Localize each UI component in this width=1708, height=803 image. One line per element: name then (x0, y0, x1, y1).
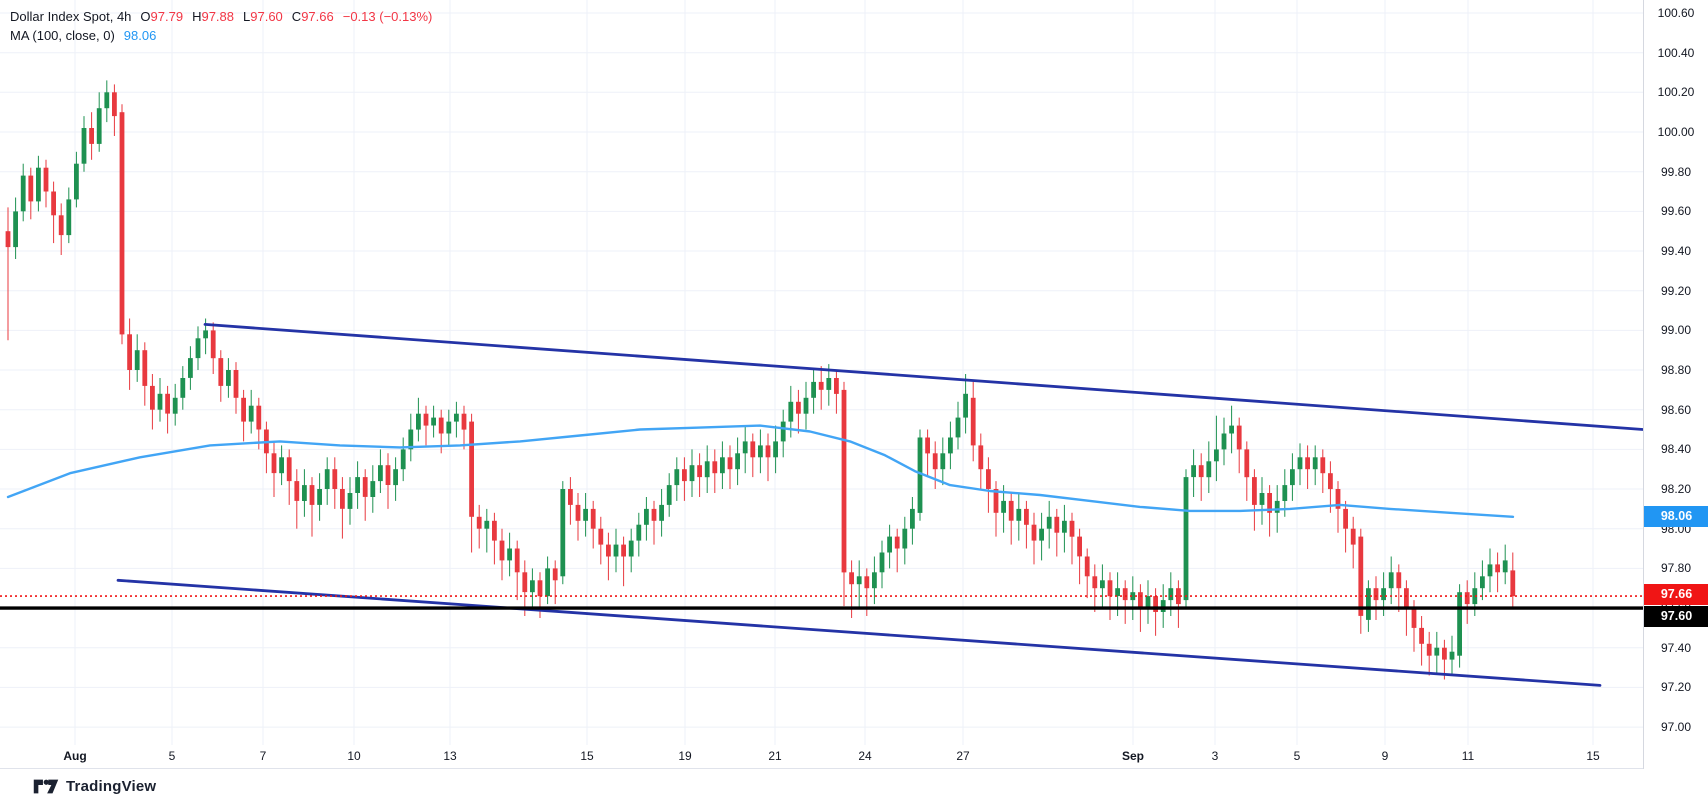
ma-indicator-value: 98.06 (123, 28, 157, 43)
time-tick: 10 (347, 749, 361, 763)
time-tick: 3 (1211, 749, 1219, 763)
time-tick: 15 (1586, 749, 1600, 763)
price-tick: 99.20 (1660, 283, 1692, 298)
price-tick: 97.40 (1660, 640, 1692, 655)
close-number: 97.66 (301, 9, 334, 24)
level-price-badge: 97.60 (1644, 605, 1708, 627)
low-value: L97.60 (243, 7, 283, 26)
price-tick: 99.40 (1660, 244, 1692, 259)
high-number: 97.88 (201, 9, 235, 24)
tradingview-logo[interactable]: TradingView (33, 777, 156, 796)
legend-row-ma: MA (100, close, 0) 98.06 (10, 26, 432, 45)
last-price-badge: 97.66 (1644, 583, 1708, 605)
price-tick: 99.80 (1660, 164, 1692, 179)
time-tick: 21 (768, 749, 782, 763)
price-tick: 98.60 (1660, 402, 1692, 417)
candlestick-chart (0, 0, 1643, 745)
price-tick: 98.20 (1660, 482, 1692, 497)
time-tick: 27 (956, 749, 970, 763)
time-tick: 5 (168, 749, 176, 763)
time-tick: 9 (1381, 749, 1389, 763)
footer-bar: TradingView (0, 769, 1708, 803)
time-tick: 5 (1293, 749, 1301, 763)
price-tick: 99.60 (1660, 204, 1692, 219)
time-axis[interactable]: Aug 5 7 10 13 15 19 21 24 27 Sep 3 5 9 11 15 (0, 745, 1643, 769)
close-label: C (291, 9, 302, 24)
price-tick: 97.00 (1660, 720, 1692, 735)
price-tick: 97.20 (1660, 680, 1692, 695)
legend-row-symbol: Dollar Index Spot, 4h O97.79 H97.88 L97.… (10, 7, 432, 26)
price-tick: 97.80 (1660, 561, 1692, 576)
low-label: L (243, 9, 251, 24)
symbol-title[interactable]: Dollar Index Spot, 4h (10, 9, 132, 24)
price-tick: 99.00 (1660, 323, 1692, 338)
time-tick: 19 (678, 749, 692, 763)
time-tick: 15 (580, 749, 594, 763)
time-tick: Aug (63, 749, 87, 763)
price-tick: 100.00 (1657, 125, 1695, 139)
time-tick: 24 (858, 749, 872, 763)
price-tick: 98.40 (1660, 442, 1692, 457)
time-tick: 11 (1461, 749, 1475, 763)
tradingview-logo-icon (33, 779, 59, 793)
close-value: C97.66 (292, 7, 334, 26)
time-tick: 7 (259, 749, 267, 763)
open-label: O (140, 9, 151, 24)
time-tick: 13 (443, 749, 457, 763)
price-tick: 100.60 (1657, 6, 1695, 20)
open-number: 97.79 (150, 9, 184, 24)
low-number: 97.60 (250, 9, 283, 24)
ma-price-badge: 98.06 (1644, 506, 1708, 528)
price-tick: 100.20 (1657, 85, 1695, 100)
tradingview-logo-text: TradingView (66, 777, 157, 795)
ma-indicator-label[interactable]: MA (100, close, 0) (10, 28, 115, 43)
chart-plot-area[interactable]: Dollar Index Spot, 4h O97.79 H97.88 L97.… (0, 0, 1643, 745)
price-tick: 98.80 (1660, 363, 1692, 378)
change-value: −0.13 (−0.13%) (342, 9, 433, 24)
chart-legend: Dollar Index Spot, 4h O97.79 H97.88 L97.… (10, 7, 432, 45)
open-value: O97.79 (140, 7, 183, 26)
time-tick: Sep (1121, 749, 1145, 763)
high-label: H (192, 9, 202, 24)
price-tick: 100.40 (1657, 45, 1695, 60)
price-axis[interactable]: 98.06 97.66 97.60 100.60 100.40 100.20 100.… (1643, 0, 1708, 769)
high-value: H97.88 (192, 7, 234, 26)
